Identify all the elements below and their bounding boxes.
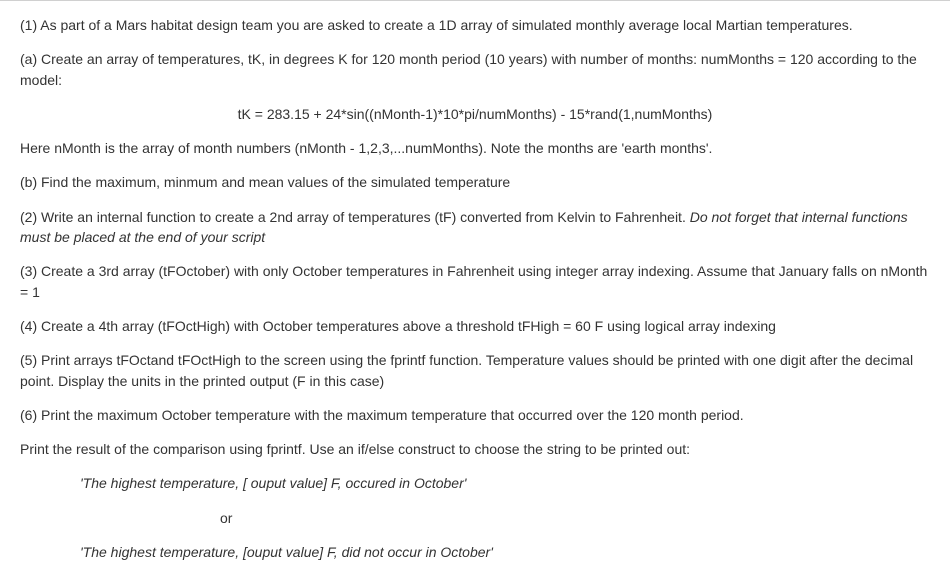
problem-6: (6) Print the maximum October temperatur…	[20, 405, 930, 425]
problem-6-instruction: Print the result of the comparison using…	[20, 439, 930, 459]
problem-2: (2) Write an internal function to create…	[20, 207, 930, 248]
formula-tk: tK = 283.15 + 24*sin((nMonth-1)*10*pi/nu…	[20, 104, 930, 124]
problem-1-intro: (1) As part of a Mars habitat design tea…	[20, 15, 930, 35]
problem-2-text: (2) Write an internal function to create…	[20, 209, 690, 225]
problem-1a-note: Here nMonth is the array of month number…	[20, 138, 930, 158]
problem-1a: (a) Create an array of temperatures, tK,…	[20, 49, 930, 90]
problem-5: (5) Print arrays tFOctand tFOctHigh to t…	[20, 350, 930, 391]
problem-3: (3) Create a 3rd array (tFOctober) with …	[20, 261, 930, 302]
problem-4: (4) Create a 4th array (tFOctHigh) with …	[20, 316, 930, 336]
output-option-1: 'The highest temperature, [ ouput value]…	[20, 473, 930, 493]
output-option-2: 'The highest temperature, [ouput value] …	[20, 542, 930, 562]
or-separator: or	[20, 508, 930, 528]
problem-1b: (b) Find the maximum, minmum and mean va…	[20, 172, 930, 192]
